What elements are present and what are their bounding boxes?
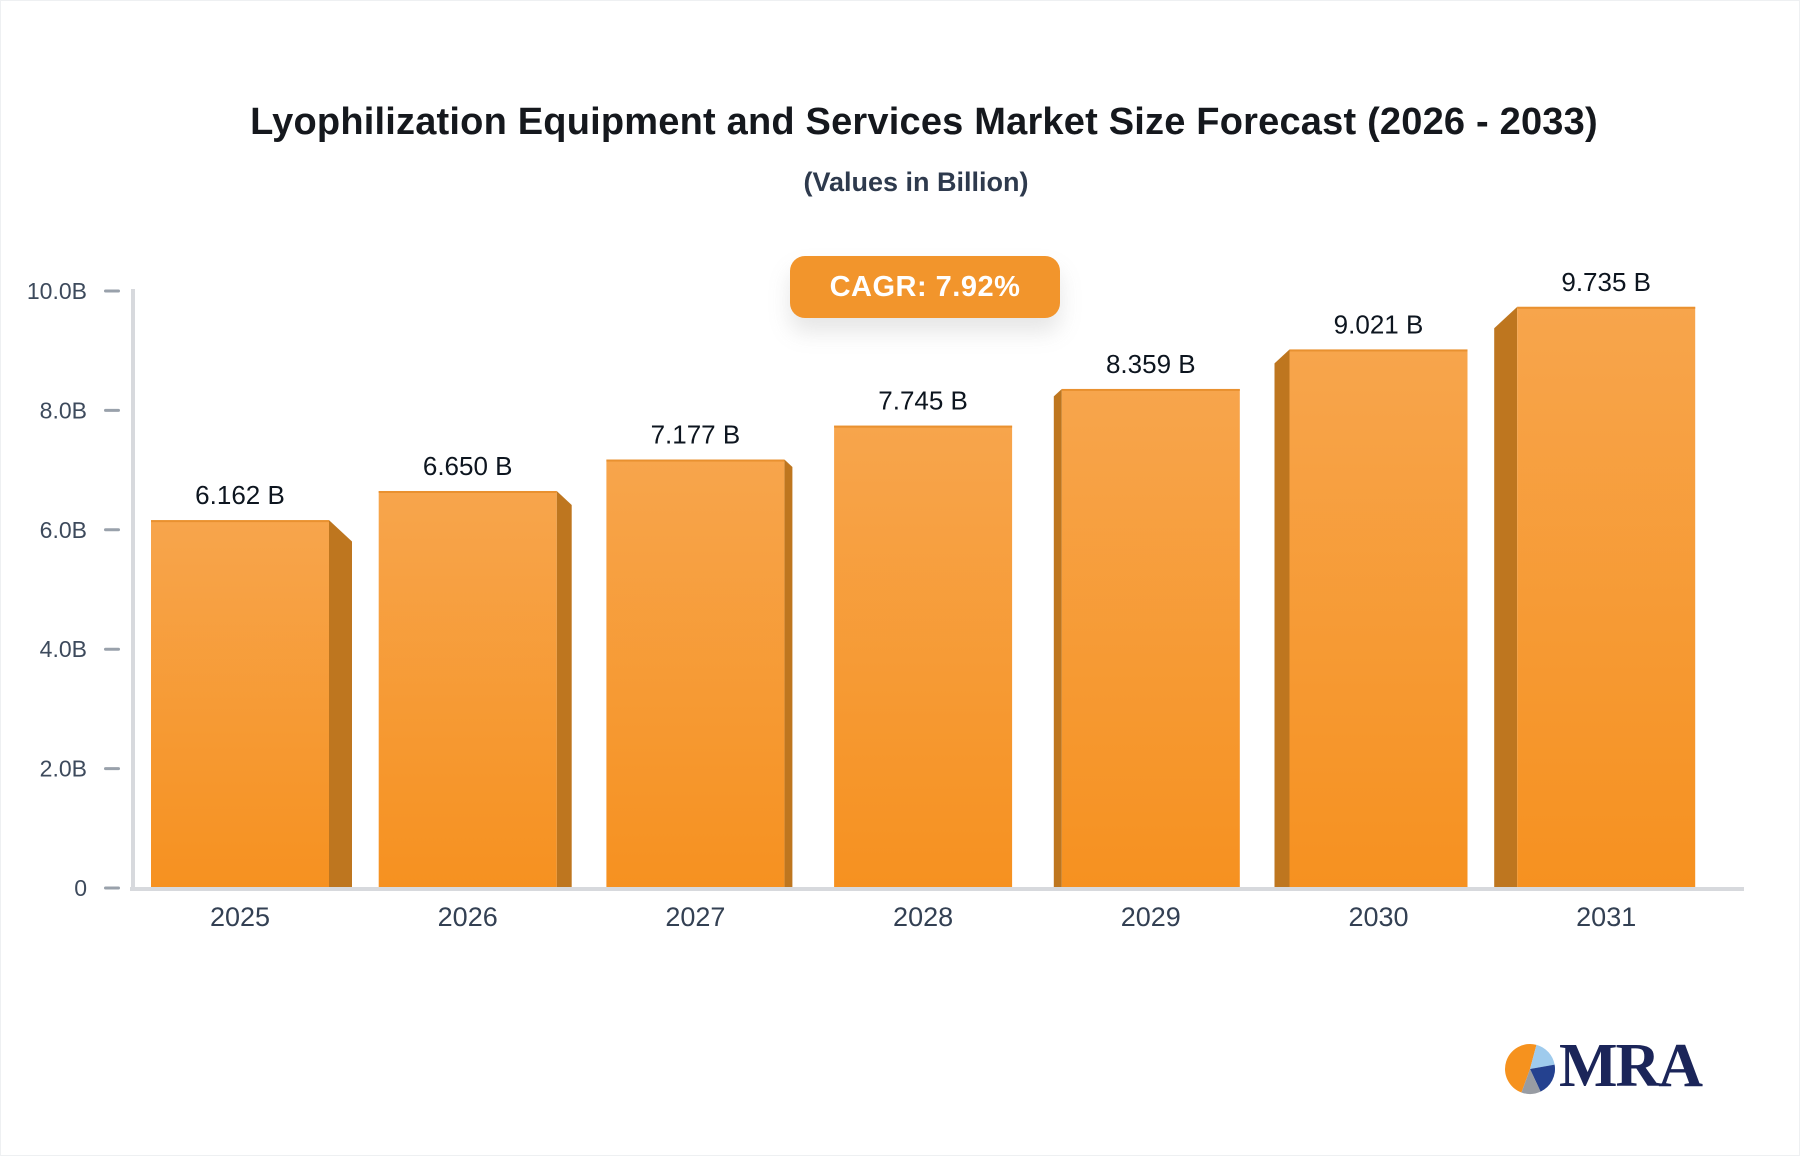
- brand-logo-text: MRA: [1559, 1032, 1703, 1100]
- bar-top-edge-2025: [151, 520, 329, 523]
- y-axis-tick-0: [104, 886, 120, 890]
- cagr-badge-label: CAGR: 7.92%: [829, 270, 1021, 303]
- y-axis-tick-10.0B: [104, 289, 120, 293]
- x-axis-label-2029: 2029: [1121, 902, 1181, 932]
- y-axis-tick-6.0B: [104, 528, 120, 532]
- bar-top-edge-2027: [606, 459, 785, 462]
- bar-value-label-2027: 7.177 B: [651, 420, 741, 450]
- bar-top-edge-2029: [1061, 388, 1240, 391]
- bar-side-2025: [329, 520, 352, 888]
- bar-top-edge-2031: [1517, 306, 1696, 309]
- bar-2027: [606, 459, 785, 888]
- pie-chart-logo-icon: [1505, 1044, 1556, 1095]
- bar-top-edge-2030: [1289, 349, 1468, 352]
- brand-logo: MRA: [1504, 1035, 1703, 1099]
- bar-side-2030: [1274, 349, 1290, 888]
- y-axis-label-8.0B: 8.0B: [40, 397, 87, 423]
- bar-2026: [378, 490, 557, 888]
- bar-side-2031: [1494, 306, 1518, 888]
- x-axis-label-2028: 2028: [893, 902, 953, 932]
- y-axis-label-2.0B: 2.0B: [40, 756, 87, 782]
- y-axis-tick-2.0B: [104, 767, 120, 771]
- bar-top-edge-2028: [834, 425, 1013, 428]
- bar-2025: [151, 520, 329, 888]
- bar-value-label-2029: 8.359 B: [1106, 349, 1196, 379]
- x-axis-line: [130, 887, 1744, 891]
- x-axis-label-2026: 2026: [438, 902, 498, 932]
- bar-value-label-2028: 7.745 B: [878, 386, 968, 416]
- y-axis-tick-4.0B: [104, 647, 120, 651]
- bar-2031: [1517, 306, 1696, 888]
- chart-title: Lyophilization Equipment and Services Ma…: [250, 101, 1598, 143]
- bar-value-label-2031: 9.735 B: [1561, 267, 1651, 297]
- bar-2029: [1061, 388, 1240, 888]
- bar-value-label-2030: 9.021 B: [1334, 309, 1424, 339]
- bar-2030: [1289, 349, 1468, 888]
- bar-2028: [834, 425, 1013, 888]
- y-axis-tick-8.0B: [104, 408, 120, 412]
- y-axis-line: [131, 289, 135, 888]
- bar-value-label-2025: 6.162 B: [195, 480, 285, 510]
- y-axis-label-0: 0: [74, 875, 87, 901]
- bar-side-2027: [784, 459, 793, 888]
- x-axis-label-2025: 2025: [210, 902, 270, 932]
- y-axis-label-10.0B: 10.0B: [27, 278, 87, 304]
- bar-side-2029: [1053, 388, 1062, 888]
- y-axis-label-4.0B: 4.0B: [40, 636, 87, 662]
- bar-side-2026: [556, 490, 572, 888]
- cagr-badge: CAGR: 7.92%: [790, 256, 1060, 318]
- y-axis-label-6.0B: 6.0B: [40, 517, 87, 543]
- x-axis-label-2027: 2027: [665, 902, 725, 932]
- x-axis-label-2031: 2031: [1576, 902, 1636, 932]
- bar-top-edge-2026: [378, 490, 557, 493]
- bar-value-label-2026: 6.650 B: [423, 451, 513, 481]
- x-axis-label-2030: 2030: [1348, 902, 1408, 932]
- chart-subtitle: (Values in Billion): [803, 167, 1029, 197]
